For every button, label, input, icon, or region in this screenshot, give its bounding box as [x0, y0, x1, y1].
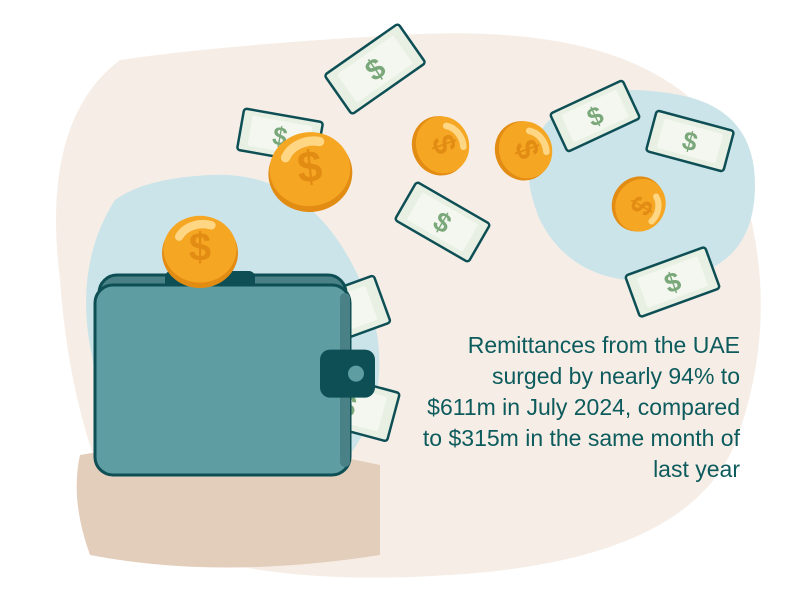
caption-text: Remittances from the UAE surged by nearl…	[420, 330, 740, 485]
svg-text:$: $	[189, 226, 211, 270]
wallet	[95, 271, 375, 475]
svg-text:$: $	[295, 142, 325, 193]
infographic-canvas: $$$$$$$$$$$$$	[0, 0, 800, 600]
coin: $	[162, 216, 238, 288]
